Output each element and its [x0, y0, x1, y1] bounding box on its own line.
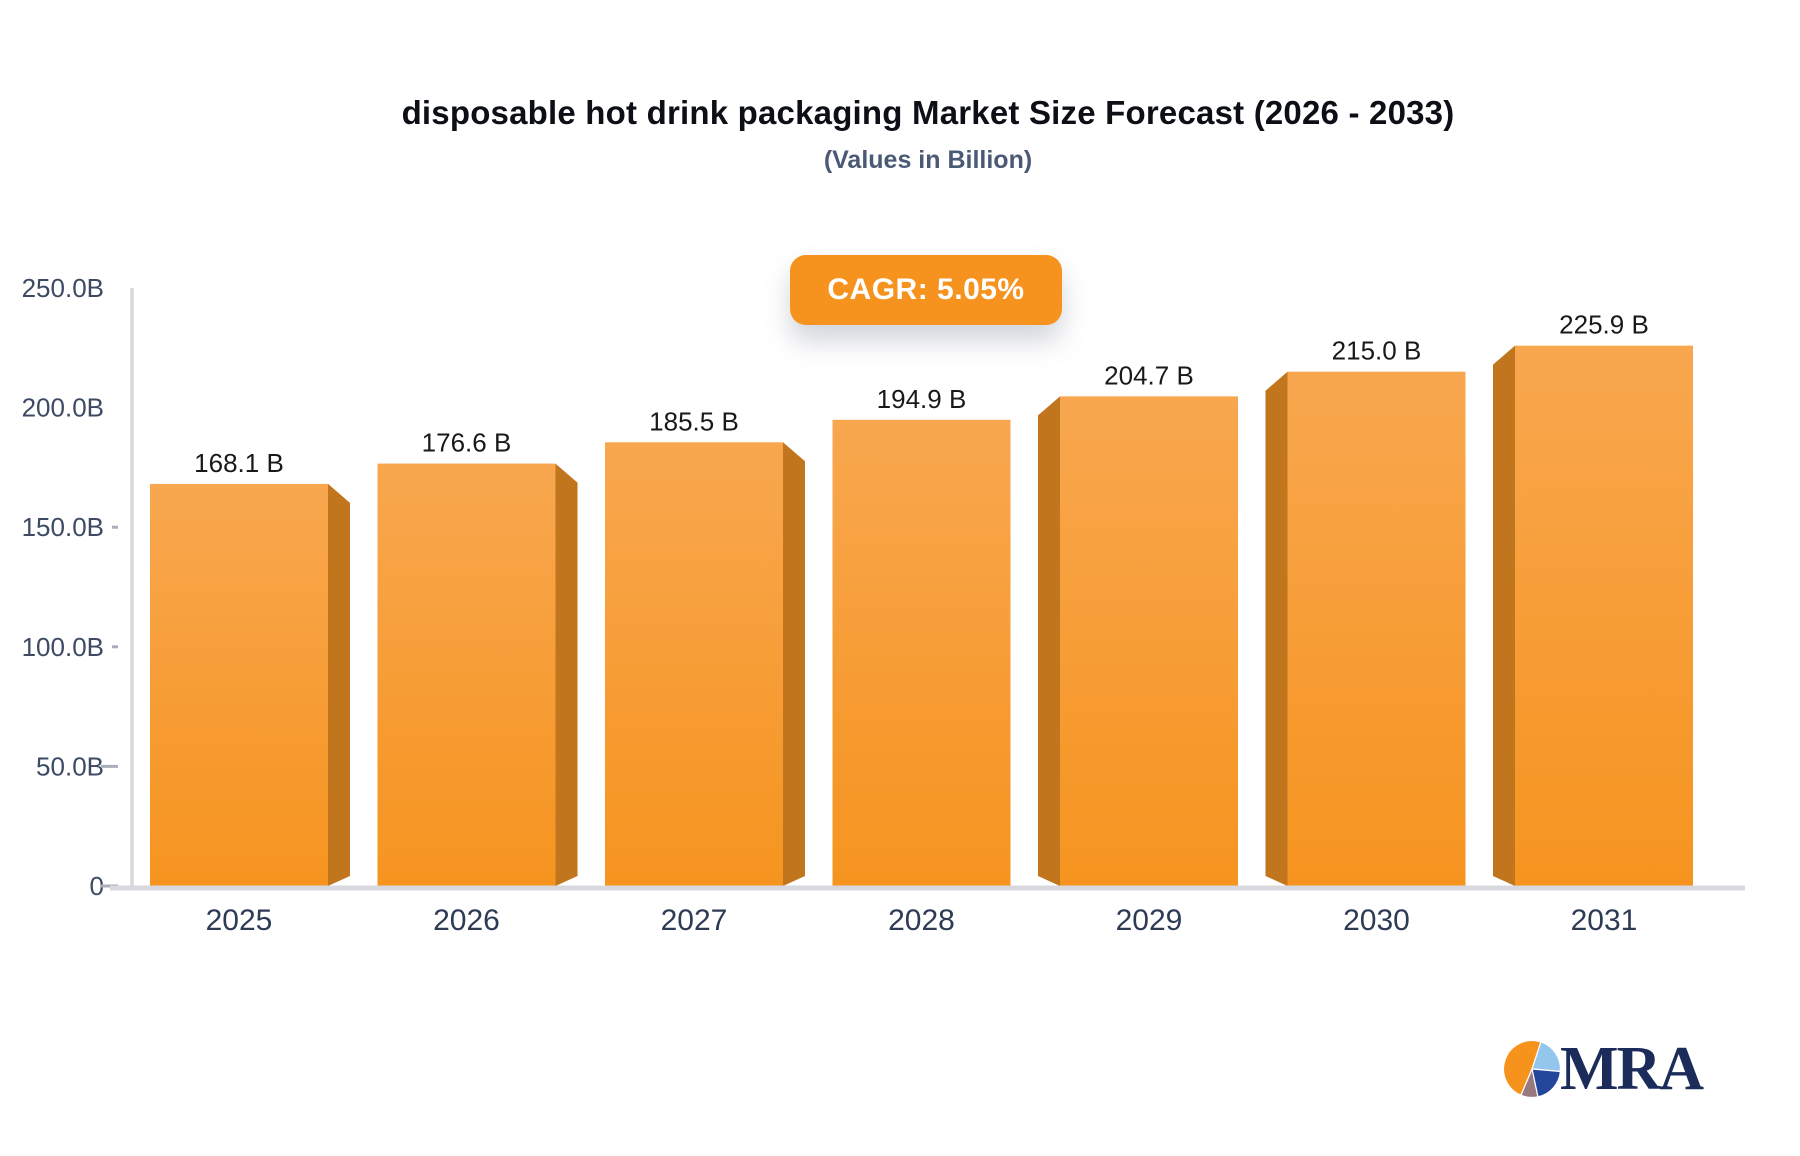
pie-chart-logo-icon	[1502, 1039, 1562, 1099]
y-tick-label: 0	[90, 871, 104, 901]
x-category-label: 2026	[433, 904, 500, 937]
bar-side-face	[1493, 345, 1515, 886]
x-category-label: 2030	[1343, 904, 1410, 937]
bar-side-face	[1265, 371, 1288, 887]
bar-value-label: 225.9 B	[1559, 310, 1649, 340]
x-category-label: 2031	[1571, 904, 1638, 937]
chart-title: disposable hot drink packaging Market Si…	[401, 94, 1455, 131]
bars: 168.1 B 2025 176.6 B 2026 185.5 B 2027 194.9 B…	[150, 310, 1693, 937]
bar-value-label: 168.1 B	[194, 448, 284, 478]
x-category-label: 2029	[1116, 904, 1183, 937]
bar-front-face	[150, 483, 328, 886]
bar-front-face	[1515, 345, 1693, 886]
bar-value-label: 215.0 B	[1332, 336, 1422, 366]
bar-front-face	[1060, 396, 1238, 886]
bar-side-face	[328, 483, 350, 886]
cagr-badge-label: CAGR: 5.05%	[827, 273, 1025, 306]
bar-group: 194.9 B 2028	[832, 384, 1011, 937]
y-tick-label: 250.0B	[22, 273, 104, 303]
bar-group: 204.7 B 2029	[1038, 360, 1238, 937]
brand-logo-text: MRA	[1560, 1035, 1704, 1103]
bar-value-label: 194.9 B	[877, 384, 967, 414]
bar-front-face	[377, 463, 556, 886]
logo-orange-slice	[1502, 1039, 1542, 1097]
bar-side-face	[783, 442, 805, 886]
brand-logo: MRA	[1501, 1035, 1704, 1103]
logo-light-blue-slice	[1531, 1041, 1562, 1073]
y-tick-label: 50.0B	[36, 751, 104, 781]
bar-value-label: 204.7 B	[1104, 360, 1194, 390]
bar-group: 185.5 B 2027	[605, 406, 805, 937]
y-tick-label: 150.0B	[22, 512, 104, 542]
cagr-badge: CAGR: 5.05%	[790, 255, 1062, 325]
bar-value-label: 176.6 B	[422, 428, 512, 458]
bar-front-face	[832, 419, 1011, 886]
y-axis-ticks: 250.0B 200.0B 150.0B 100.0B 50.0B 0	[22, 273, 118, 901]
chart-header: disposable hot drink packaging Market Si…	[56, 94, 1800, 175]
y-tick-label: 100.0B	[22, 632, 104, 662]
bar-side-face	[555, 463, 578, 886]
y-tick-label: 200.0B	[22, 393, 104, 423]
x-category-label: 2027	[661, 904, 728, 937]
x-category-label: 2025	[206, 904, 273, 937]
bar-group: 176.6 B 2026	[377, 428, 578, 937]
bar-front-face	[1287, 371, 1466, 887]
bar-group: 225.9 B 2031	[1493, 310, 1693, 937]
x-category-label: 2028	[888, 904, 955, 937]
bar-value-label: 185.5 B	[649, 406, 739, 436]
bar-front-face	[605, 442, 783, 886]
bar-side-face	[1038, 396, 1060, 886]
chart-subtitle: (Values in Billion)	[823, 146, 1033, 174]
bar-group: 215.0 B 2030	[1265, 336, 1466, 937]
bar-group: 168.1 B 2025	[150, 448, 350, 937]
logo-navy-slice	[1531, 1068, 1562, 1098]
